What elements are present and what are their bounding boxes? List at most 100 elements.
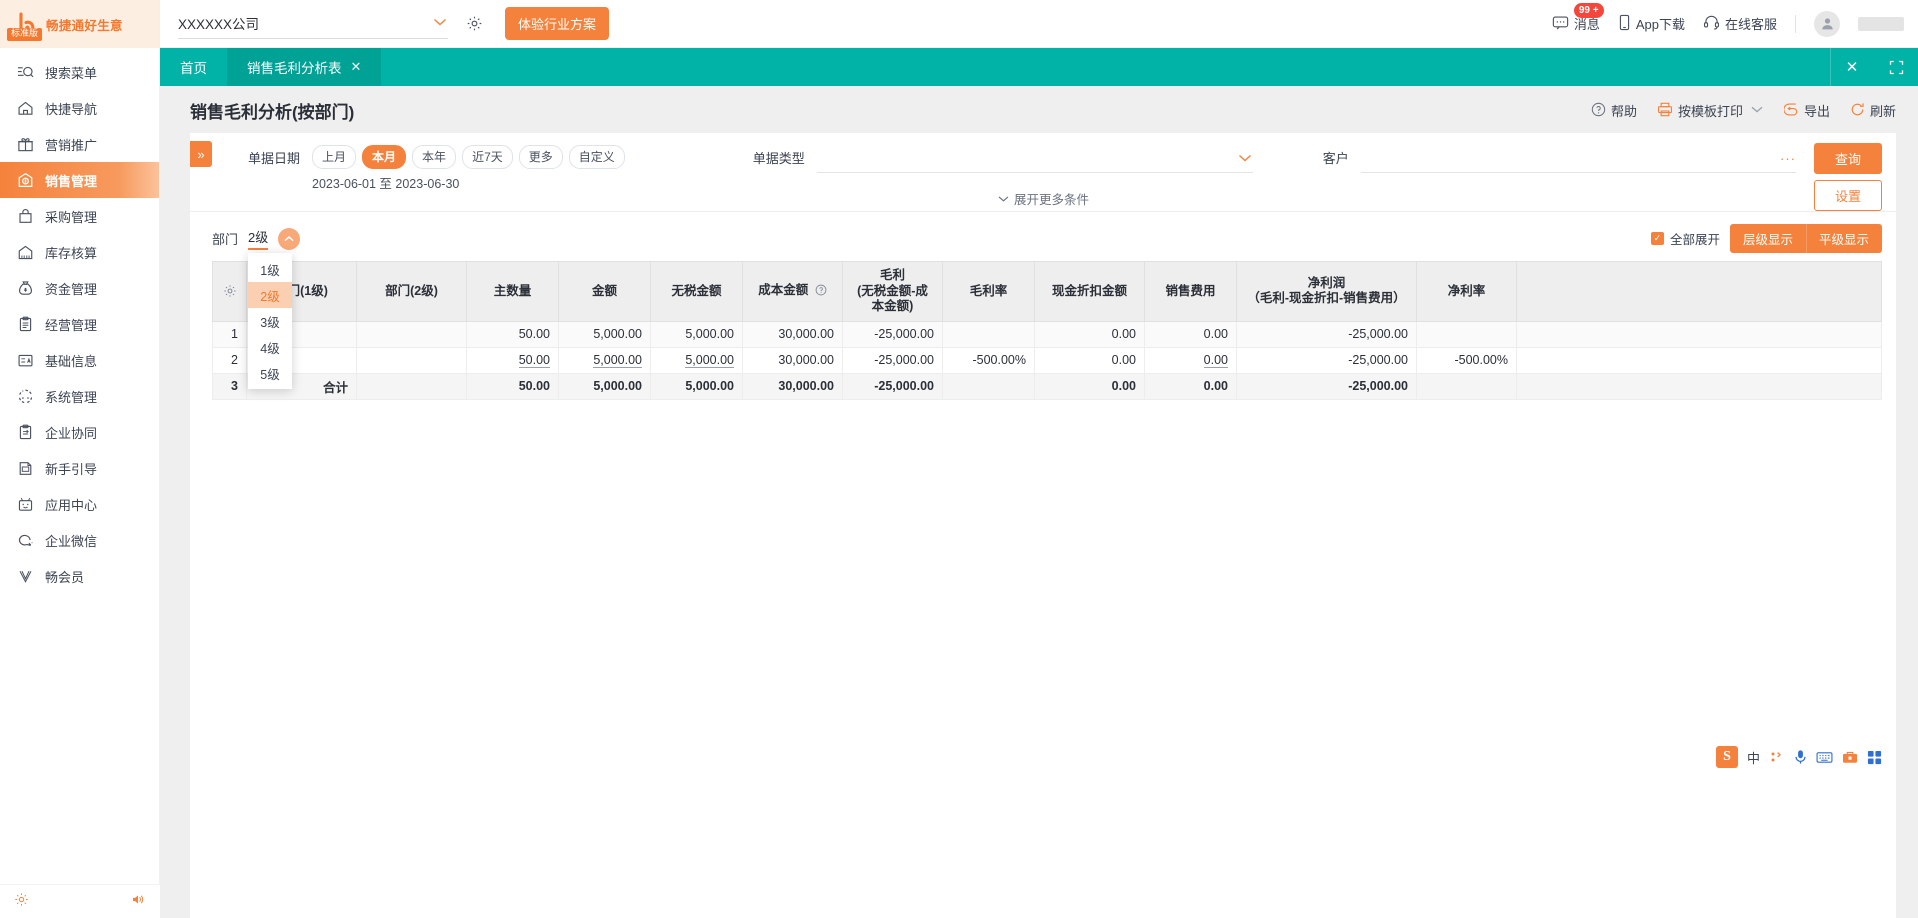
date-chip-this-month[interactable]: 本月 [362, 145, 407, 169]
date-chip-custom[interactable]: 自定义 [568, 145, 625, 169]
sidebar-item-marketing[interactable]: 营销推广 [0, 126, 159, 162]
dept-level-option-4[interactable]: 4级 [260, 341, 280, 356]
date-chip-more[interactable]: 更多 [518, 145, 563, 169]
chevron-down-icon[interactable] [1750, 105, 1764, 117]
help-circle-icon[interactable] [815, 284, 827, 301]
sidebar-item-beginner-guide[interactable]: 新手引导 [0, 450, 159, 486]
query-button[interactable]: 查询 [1813, 143, 1882, 174]
gear-icon[interactable] [14, 892, 29, 912]
sidebar-item-label: 营销推广 [45, 137, 98, 153]
cell-amount[interactable]: 5,000.00 [558, 346, 651, 374]
help-button[interactable]: 帮助 [1591, 101, 1637, 120]
sidebar-item-wecom[interactable]: 企业微信 [0, 522, 159, 558]
print-template-button[interactable]: 按模板打印 [1657, 101, 1764, 120]
guide-book-icon [16, 459, 34, 477]
cell-sale-expense[interactable]: 0.00 [1144, 346, 1237, 374]
column-header-gross-profit[interactable]: 毛利 (无税金额-成本金额) [842, 261, 943, 322]
expand-more-conditions[interactable]: 展开更多条件 [987, 185, 1099, 212]
column-header-qty[interactable]: 主数量 [466, 261, 559, 322]
hierarchy-display-button[interactable]: 层级显示 [1729, 224, 1806, 253]
cell-cost: 30,000.00 [742, 372, 843, 400]
column-header-amount-ex-tax[interactable]: 无税金额 [650, 261, 743, 322]
sidebar-item-system-management[interactable]: 系统管理 [0, 378, 159, 414]
keyboard-icon[interactable] [1816, 751, 1833, 764]
column-header-amount[interactable]: 金额 [558, 261, 651, 322]
punctuation-icon[interactable] [1769, 750, 1785, 764]
sogou-logo-icon[interactable]: S [1715, 746, 1738, 768]
chevron-down-icon[interactable] [432, 17, 448, 29]
cell-dept2 [356, 346, 467, 374]
column-header-net-profit[interactable]: 净利润 （毛利-现金折扣-销售费用） [1236, 261, 1417, 322]
column-header-gross-sub: (无税金额-成本金额) [857, 283, 928, 314]
refresh-button[interactable]: 刷新 [1850, 101, 1896, 120]
sidebar-item-search-menu[interactable]: 搜索菜单 [0, 54, 159, 90]
dept-level-value[interactable]: 2级 [248, 227, 269, 250]
date-chip-last-7-days[interactable]: 近7天 [462, 145, 513, 169]
gear-icon[interactable] [466, 15, 483, 32]
sidebar-item-app-center[interactable]: 应用中心 [0, 486, 159, 522]
column-header-cost-label: 成本金额 [758, 282, 809, 297]
chevron-up-icon[interactable] [278, 227, 301, 250]
sidebar-item-basic-info[interactable]: 基础信息 [0, 342, 159, 378]
dept-level-option-2[interactable]: 2级 [248, 282, 292, 308]
app-center-icon [16, 495, 34, 513]
sidebar-item-vip-member[interactable]: 畅会员 [0, 558, 159, 594]
sidebar-item-purchase-management[interactable]: 采购管理 [0, 198, 159, 234]
doc-type-label: 单据类型 [752, 151, 805, 166]
dept-level-option-3[interactable]: 3级 [260, 315, 280, 330]
messages-button[interactable]: 消息 99 + [1552, 3, 1604, 33]
doc-type-select[interactable] [816, 145, 1253, 173]
ime-mode-label[interactable]: 中 [1746, 750, 1760, 766]
chevron-down-icon[interactable] [1237, 153, 1253, 165]
collab-clipboard-icon [16, 423, 34, 441]
date-chip-last-month[interactable]: 上月 [312, 145, 357, 169]
online-service-button[interactable]: 在线客服 [1703, 14, 1777, 33]
toolbox-icon[interactable] [1842, 750, 1858, 764]
industry-solution-button[interactable]: 体验行业方案 [505, 7, 610, 40]
column-header-dept2[interactable]: 部门(2级) [356, 261, 467, 322]
refresh-icon [1850, 102, 1865, 120]
table-row[interactable]: 2 50.00 5,000.00 5,000.00 30,000.00 -25,… [212, 346, 1882, 374]
expand-all-checkbox[interactable]: ✓ 全部展开 [1650, 229, 1720, 248]
column-header-sale-expense[interactable]: 销售费用 [1144, 261, 1237, 322]
dept-level-option-1[interactable]: 1级 [260, 263, 280, 278]
expand-all-label: 全部展开 [1669, 233, 1720, 247]
ime-toolbar: S 中 [1715, 746, 1882, 768]
volume-icon[interactable] [130, 892, 146, 912]
export-button[interactable]: 导出 [1783, 101, 1830, 120]
avatar[interactable] [1814, 10, 1840, 37]
column-header-cash-discount[interactable]: 现金折扣金额 [1034, 261, 1145, 322]
column-header-net-rate[interactable]: 净利率 [1416, 261, 1517, 322]
cell-amount: 5,000.00 [558, 320, 651, 348]
app-download-button[interactable]: App下载 [1618, 14, 1685, 34]
dept-level-option-5[interactable]: 5级 [260, 367, 280, 382]
customer-input[interactable]: ··· [1360, 145, 1796, 173]
company-selector[interactable]: XXXXXX公司 [178, 9, 448, 39]
date-chip-this-year[interactable]: 本年 [412, 145, 457, 169]
column-settings-gear[interactable] [212, 261, 247, 322]
close-icon[interactable]: ✕ [350, 59, 362, 74]
fullscreen-icon[interactable] [1874, 48, 1918, 86]
cell-amount-ex-tax[interactable]: 5,000.00 [650, 346, 743, 374]
double-chevron-right-icon[interactable]: » [190, 141, 212, 167]
sidebar-item-sales-management[interactable]: 销售管理 [0, 162, 159, 198]
grid-icon[interactable] [1867, 750, 1882, 765]
sidebar-item-operations[interactable]: 经营管理 [0, 306, 159, 342]
settings-button[interactable]: 设置 [1813, 180, 1882, 211]
column-header-gross-rate[interactable]: 毛利率 [942, 261, 1035, 322]
column-header-cost[interactable]: 成本金额 [742, 261, 843, 322]
ellipsis-icon[interactable]: ··· [1779, 151, 1796, 166]
table-row[interactable]: 3 合计 50.00 5,000.00 5,000.00 30,000.00 -… [212, 372, 1882, 400]
cell-gross-profit: -25,000.00 [842, 320, 943, 348]
close-icon[interactable]: ✕ [1830, 48, 1874, 86]
flat-display-button[interactable]: 平级显示 [1805, 224, 1882, 253]
sidebar-item-fund-management[interactable]: 资金管理 [0, 270, 159, 306]
tab-home[interactable]: 首页 [160, 48, 227, 86]
microphone-icon[interactable] [1794, 749, 1807, 765]
cell-qty[interactable]: 50.00 [466, 346, 559, 374]
tab-sales-gross-profit-report[interactable]: 销售毛利分析表 ✕ [227, 48, 382, 86]
table-row[interactable]: 1 50.00 5,000.00 5,000.00 30,000.00 -25,… [212, 320, 1882, 348]
sidebar-item-quick-nav[interactable]: 快捷导航 [0, 90, 159, 126]
sidebar-item-inventory[interactable]: 库存核算 [0, 234, 159, 270]
sidebar-item-enterprise-collab[interactable]: 企业协同 [0, 414, 159, 450]
